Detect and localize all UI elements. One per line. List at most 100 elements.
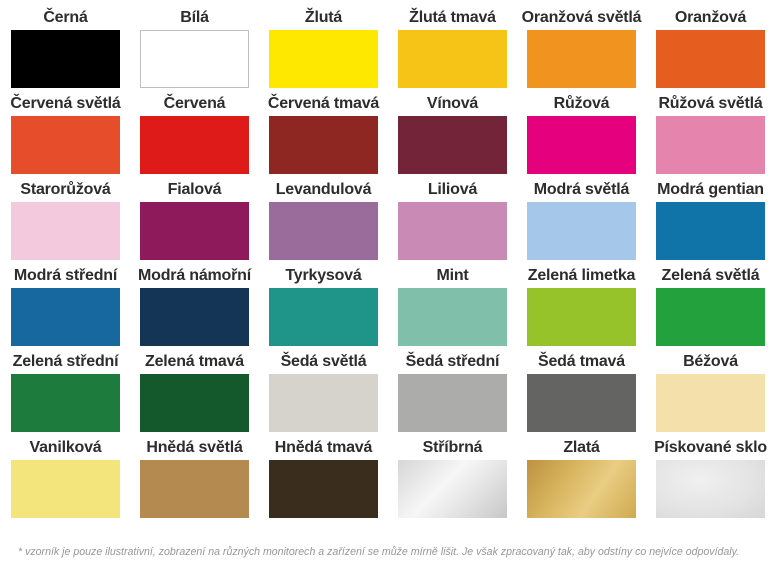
swatch-label: Červená — [163, 95, 226, 112]
swatch-modra-stredni — [11, 288, 120, 346]
swatch-hneda-tmava — [269, 460, 378, 518]
swatch-tyrkysova — [269, 288, 378, 346]
swatch-seda-stredni — [398, 374, 507, 432]
swatch-cell: Zelená střední — [1, 350, 130, 436]
swatch-label: Stříbrná — [422, 439, 483, 456]
swatch-zluta-tmava — [398, 30, 507, 88]
swatch-label: Béžová — [683, 353, 738, 370]
swatch-cell: Oranžová světlá — [517, 6, 646, 92]
swatch-cell: Zlatá — [517, 436, 646, 522]
swatch-zelena-svetla — [656, 288, 765, 346]
swatch-cervena — [140, 116, 249, 174]
swatch-label: Modrá gentian — [657, 181, 764, 198]
swatch-zelena-tmava — [140, 374, 249, 432]
swatch-cell: Hnědá světlá — [130, 436, 259, 522]
swatch-label: Červená tmavá — [267, 95, 380, 112]
swatch-cell: Modrá světlá — [517, 178, 646, 264]
swatch-cell: Červená tmavá — [259, 92, 388, 178]
swatch-seda-svetla — [269, 374, 378, 432]
disclaimer-note: * vzorník je pouze ilustrativní, zobraze… — [18, 546, 740, 558]
swatch-cell: Šedá střední — [388, 350, 517, 436]
swatch-ruzova — [527, 116, 636, 174]
swatch-label: Vanilková — [29, 439, 102, 456]
swatch-hneda-svetla — [140, 460, 249, 518]
swatch-label: Oranžová — [674, 9, 747, 26]
swatch-cell: Žlutá tmavá — [388, 6, 517, 92]
swatch-cell: Levandulová — [259, 178, 388, 264]
swatch-vinova — [398, 116, 507, 174]
swatch-label: Mint — [436, 267, 469, 284]
swatch-levandulova — [269, 202, 378, 260]
swatch-label: Zelená limetka — [527, 267, 636, 284]
swatch-cell: Pískované sklo — [646, 436, 775, 522]
swatch-ruzova-svetla — [656, 116, 765, 174]
swatch-label: Šedá světlá — [280, 353, 367, 370]
swatch-label: Zlatá — [563, 439, 600, 456]
swatch-grid: Černá Bílá Žlutá Žlutá tmavá Oranžová sv… — [1, 6, 775, 522]
swatch-cervena-tmava — [269, 116, 378, 174]
swatch-cell: Zelená limetka — [517, 264, 646, 350]
swatch-cerna — [11, 30, 120, 88]
swatch-label: Pískované sklo — [654, 439, 767, 456]
swatch-cell: Fialová — [130, 178, 259, 264]
swatch-label: Růžová — [553, 95, 610, 112]
swatch-staroruzova — [11, 202, 120, 260]
swatch-label: Šedá střední — [405, 353, 500, 370]
swatch-modra-svetla — [527, 202, 636, 260]
swatch-cell: Žlutá — [259, 6, 388, 92]
swatch-cell: Oranžová — [646, 6, 775, 92]
swatch-label: Zelená tmavá — [145, 353, 244, 370]
swatch-label: Modrá námořní — [138, 267, 251, 284]
swatch-label: Červená světlá — [10, 95, 121, 112]
swatch-label: Liliová — [427, 181, 478, 198]
swatch-label: Modrá světlá — [533, 181, 630, 198]
swatch-label: Modrá střední — [13, 267, 118, 284]
swatch-label: Žlutá — [304, 9, 343, 26]
swatch-cell: Modrá námořní — [130, 264, 259, 350]
swatch-label: Zelená světlá — [661, 267, 760, 284]
swatch-vanilkova — [11, 460, 120, 518]
swatch-cell: Zelená tmavá — [130, 350, 259, 436]
swatch-cell: Mint — [388, 264, 517, 350]
swatch-label: Hnědá tmavá — [274, 439, 373, 456]
swatch-label: Zelená střední — [12, 353, 119, 370]
swatch-label: Šedá tmavá — [538, 353, 625, 370]
swatch-bila — [140, 30, 249, 88]
swatch-cell: Hnědá tmavá — [259, 436, 388, 522]
swatch-fialova — [140, 202, 249, 260]
swatch-modra-gentian — [656, 202, 765, 260]
swatch-label: Oranžová světlá — [521, 9, 642, 26]
swatch-cell: Červená světlá — [1, 92, 130, 178]
swatch-modra-namorni — [140, 288, 249, 346]
swatch-cell: Modrá gentian — [646, 178, 775, 264]
swatch-cell: Béžová — [646, 350, 775, 436]
swatch-label: Fialová — [167, 181, 222, 198]
swatch-liliova — [398, 202, 507, 260]
swatch-stribrna — [398, 460, 507, 518]
swatch-cell: Vanilková — [1, 436, 130, 522]
swatch-bezova — [656, 374, 765, 432]
swatch-label: Tyrkysová — [285, 267, 362, 284]
swatch-cell: Vínová — [388, 92, 517, 178]
swatch-cervena-svetla — [11, 116, 120, 174]
swatch-cell: Tyrkysová — [259, 264, 388, 350]
swatch-label: Levandulová — [275, 181, 372, 198]
swatch-label: Růžová světlá — [658, 95, 763, 112]
swatch-oranzova — [656, 30, 765, 88]
swatch-cell: Růžová světlá — [646, 92, 775, 178]
swatch-label: Hnědá světlá — [146, 439, 243, 456]
swatch-cell: Stříbrná — [388, 436, 517, 522]
swatch-cell: Šedá tmavá — [517, 350, 646, 436]
swatch-zelena-stredni — [11, 374, 120, 432]
swatch-label: Černá — [43, 9, 88, 26]
swatch-cell: Zelená světlá — [646, 264, 775, 350]
swatch-cell: Liliová — [388, 178, 517, 264]
swatch-cell: Růžová — [517, 92, 646, 178]
swatch-zluta — [269, 30, 378, 88]
swatch-cell: Červená — [130, 92, 259, 178]
swatch-label: Vínová — [426, 95, 479, 112]
swatch-label: Starorůžová — [20, 181, 111, 198]
swatch-cell: Černá — [1, 6, 130, 92]
swatch-seda-tmava — [527, 374, 636, 432]
swatch-piskovane-sklo — [656, 460, 765, 518]
